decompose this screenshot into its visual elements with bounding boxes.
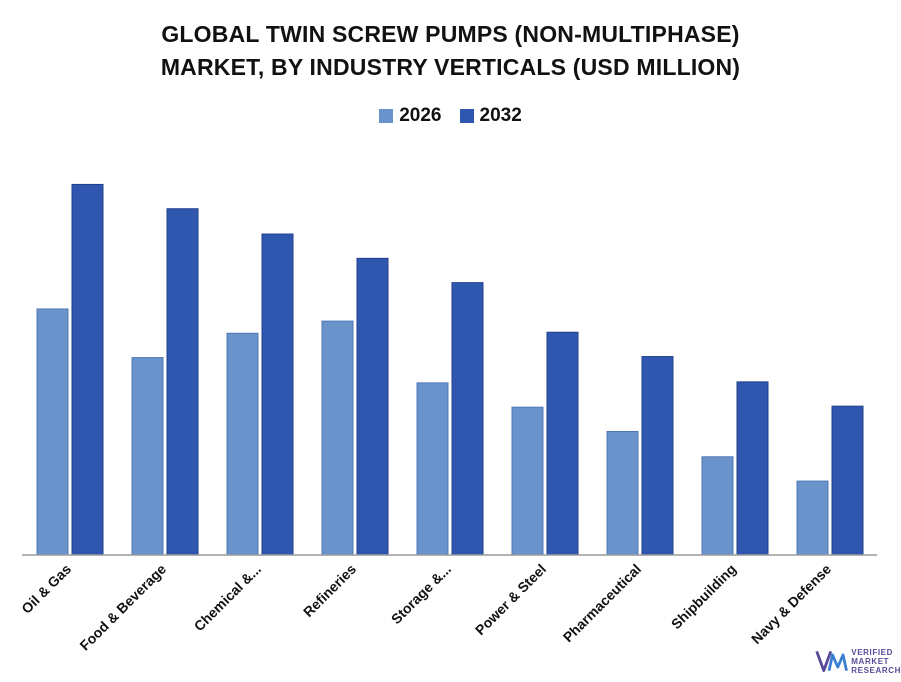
legend-swatch-2026: [379, 109, 394, 123]
bar-refineries-2032[interactable]: [356, 257, 389, 556]
vmr-logo-icon: [815, 650, 848, 673]
x-tick-label-food-beverage: Food & Beverage: [76, 561, 169, 654]
bar-pharmaceutical-2032[interactable]: [641, 356, 674, 556]
chart-title-line-1: GLOBAL TWIN SCREW PUMPS (NON-MULTIPHASE): [161, 21, 740, 47]
chart-title-line-2: MARKET, BY INDUSTRY VERTICALS (USD MILLI…: [160, 54, 741, 80]
x-tick-labels: Oil & Gas Food & Beverage Chemical &... Ref…: [18, 561, 834, 654]
logo-line-2: MARKET: [851, 656, 890, 666]
logo-line-3: RESEARCH: [851, 665, 901, 675]
bar-power-steel-2032[interactable]: [546, 331, 579, 556]
x-tick-label-refineries: Refineries: [300, 561, 359, 620]
logo-line-1: VERIFIED: [851, 647, 893, 657]
legend-item-2032[interactable]: 2032: [459, 105, 522, 127]
legend: 2026 2032: [0, 105, 901, 127]
x-tick-label-navy-defense: Navy & Defense: [748, 561, 834, 647]
x-tick-label-power-steel: Power & Steel: [472, 561, 549, 638]
x-tick-label-shipbuilding: Shipbuilding: [668, 561, 739, 632]
bar-food-beverage-2026[interactable]: [131, 357, 164, 556]
bar-shipbuilding-2032[interactable]: [736, 381, 769, 556]
x-tick-label-pharmaceutical: Pharmaceutical: [560, 561, 644, 645]
legend-label-2026: 2026: [399, 105, 442, 126]
bar-refineries-2026[interactable]: [321, 320, 354, 556]
logo-text: VERIFIED MARKET RESEARCH: [851, 648, 901, 675]
bar-storage-2032[interactable]: [451, 282, 484, 556]
x-tick-label-oil-gas: Oil & Gas: [18, 561, 74, 617]
bar-power-steel-2026[interactable]: [511, 406, 544, 556]
bar-pharmaceutical-2026[interactable]: [606, 430, 639, 556]
logo: VERIFIED MARKET RESEARCH: [815, 640, 901, 682]
legend-label-2032: 2032: [479, 105, 522, 126]
bar-oil-gas-2026[interactable]: [36, 308, 69, 556]
chart-title: GLOBAL TWIN SCREW PUMPS (NON-MULTIPHASE)…: [0, 18, 901, 84]
x-tick-label-chemical: Chemical &...: [191, 561, 264, 634]
bar-shipbuilding-2026[interactable]: [701, 456, 734, 556]
bar-oil-gas-2032[interactable]: [71, 183, 104, 556]
x-tick-label-storage: Storage &...: [388, 561, 454, 627]
bar-navy-defense-2026[interactable]: [796, 480, 829, 556]
legend-item-2026[interactable]: 2026: [379, 105, 442, 127]
bar-storage-2026[interactable]: [416, 382, 449, 556]
bar-navy-defense-2032[interactable]: [831, 405, 864, 556]
legend-swatch-2032: [459, 109, 474, 123]
bar-chemical-2026[interactable]: [226, 332, 259, 556]
bar-food-beverage-2032[interactable]: [166, 208, 199, 556]
bars-group: [36, 183, 864, 556]
bar-chemical-2032[interactable]: [261, 233, 294, 556]
